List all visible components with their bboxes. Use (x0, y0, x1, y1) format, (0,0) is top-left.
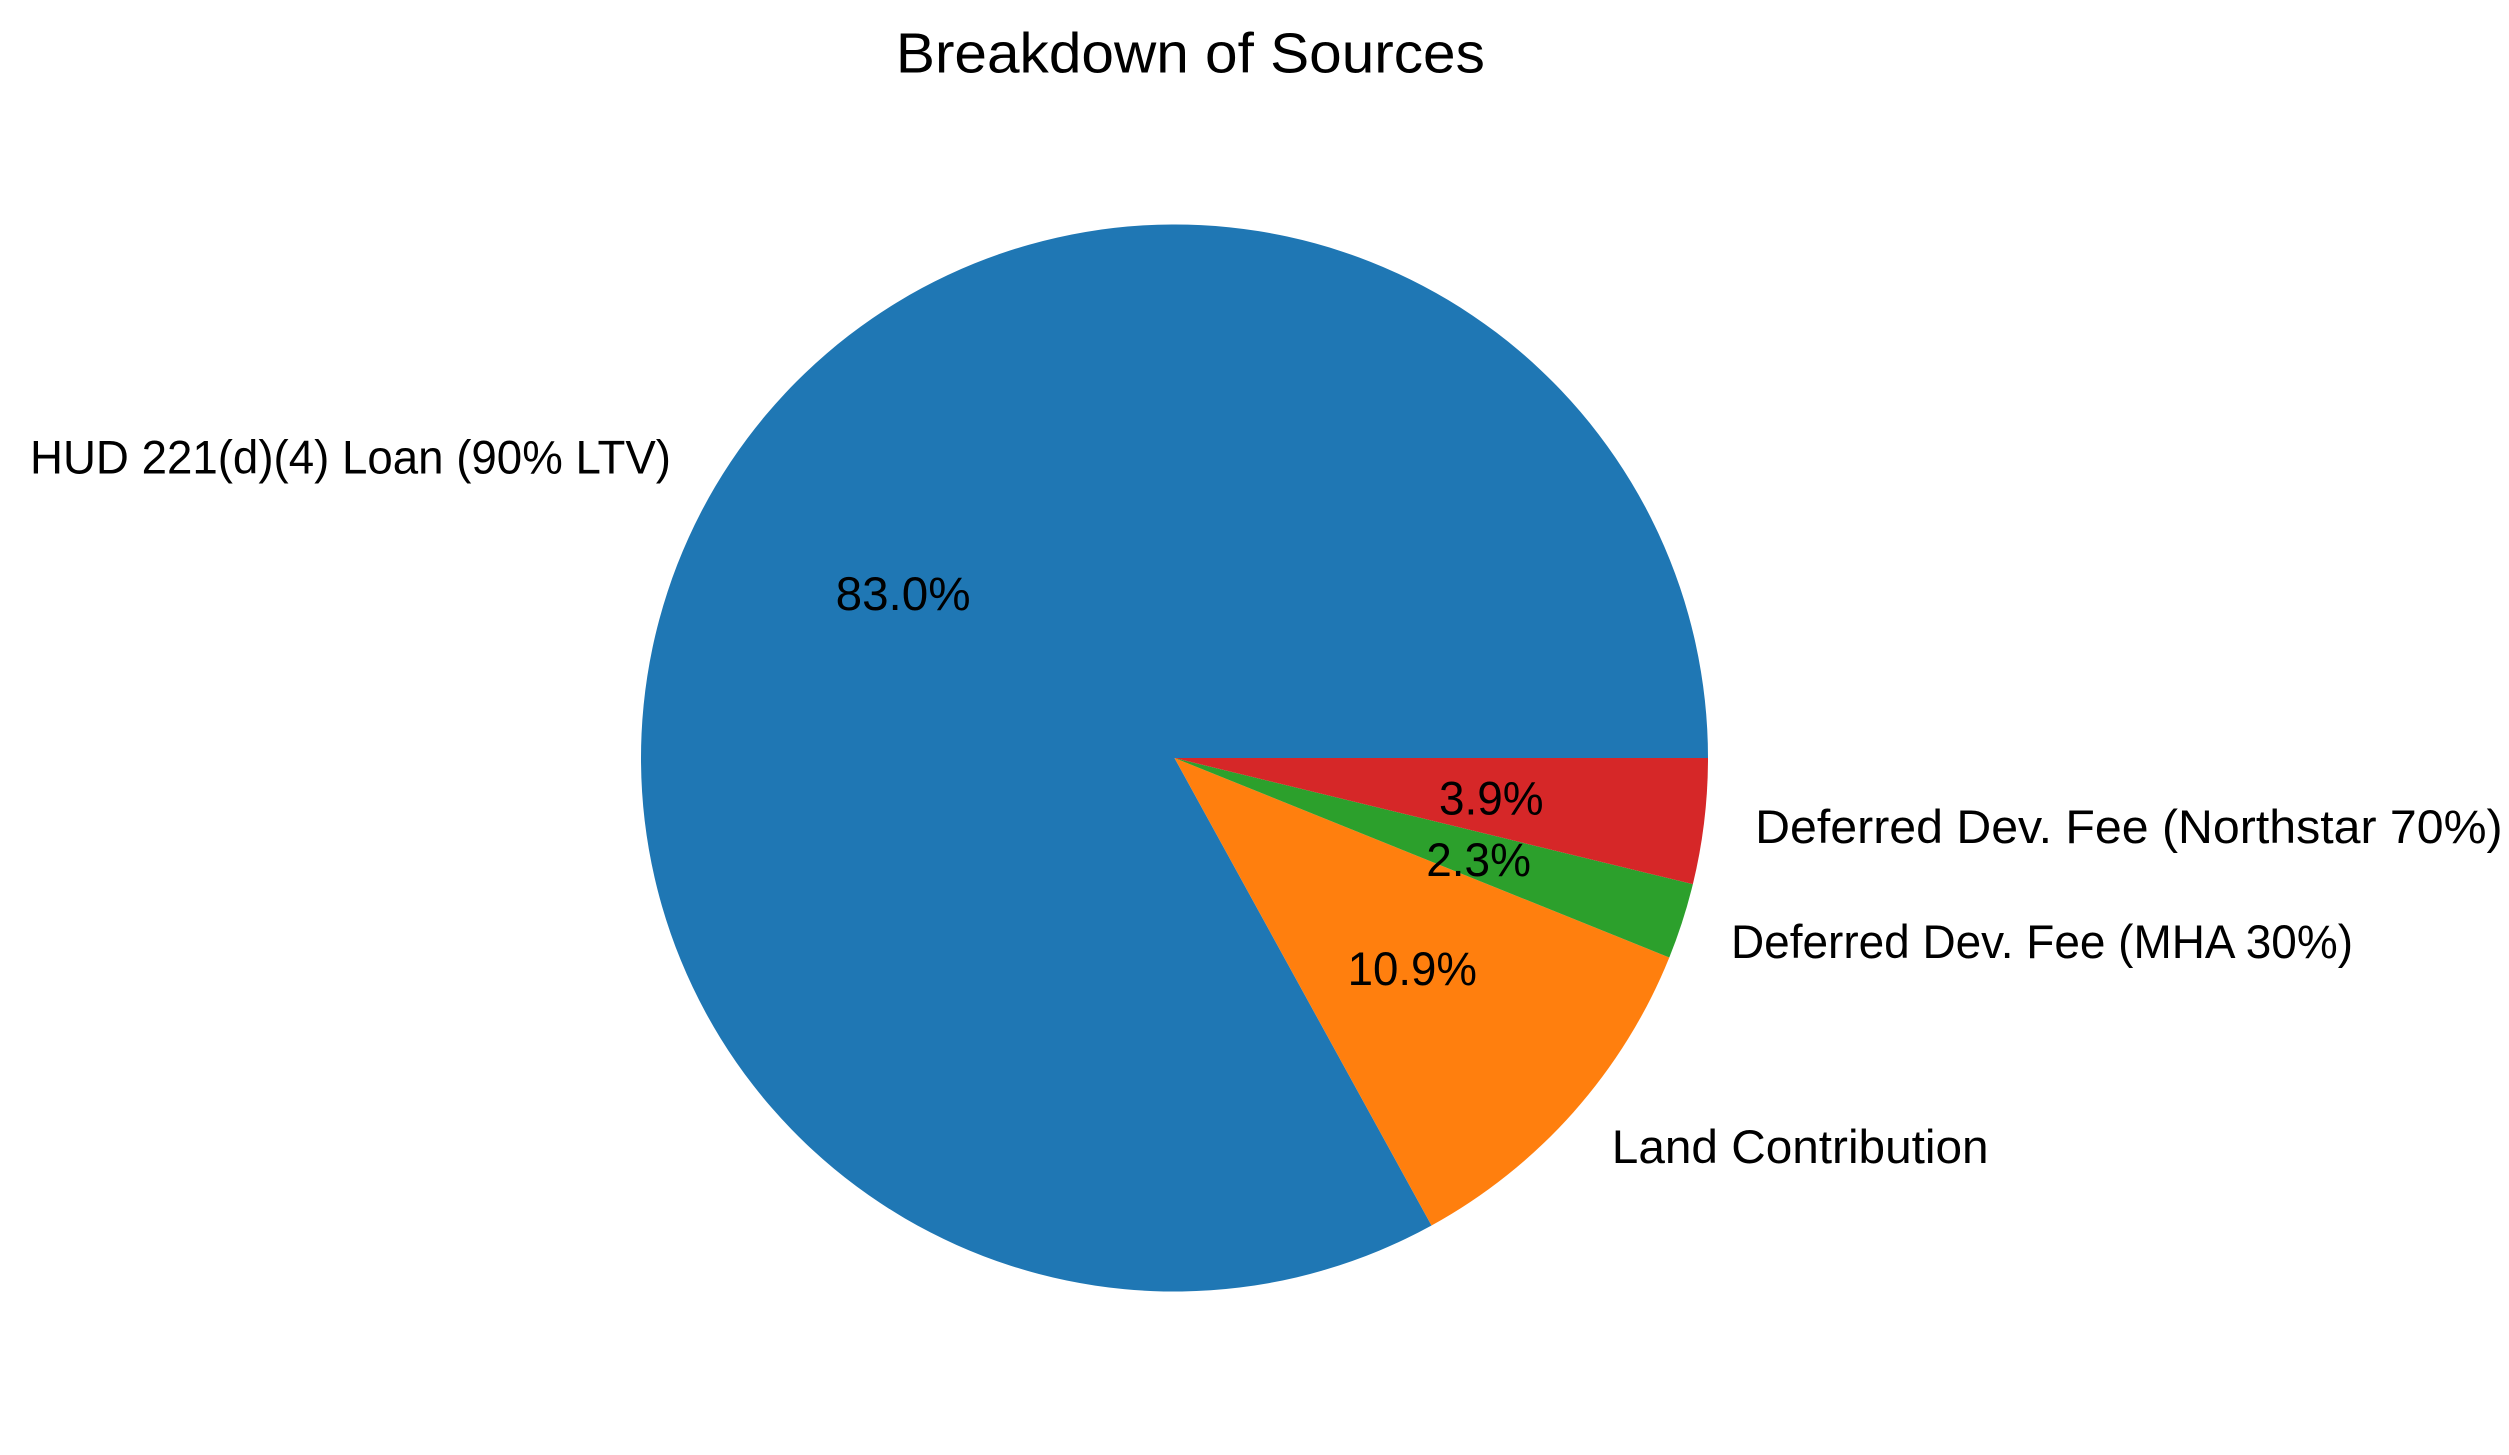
svg-text:3.9%: 3.9% (1439, 772, 1544, 825)
svg-text:Deferred Dev. Fee (MHA 30%): Deferred Dev. Fee (MHA 30%) (1731, 916, 2353, 969)
svg-text:10.9%: 10.9% (1348, 943, 1477, 996)
svg-text:Deferred Dev. Fee (Northstar 7: Deferred Dev. Fee (Northstar 70%) (1755, 801, 2502, 854)
svg-text:Land Contribution: Land Contribution (1612, 1121, 1989, 1174)
svg-text:83.0%: 83.0% (836, 568, 971, 621)
svg-text:HUD 221(d)(4) Loan (90% LTV): HUD 221(d)(4) Loan (90% LTV) (30, 432, 671, 485)
svg-text:2.3%: 2.3% (1426, 834, 1531, 887)
svg-text:Breakdown of Sources: Breakdown of Sources (896, 23, 1485, 86)
